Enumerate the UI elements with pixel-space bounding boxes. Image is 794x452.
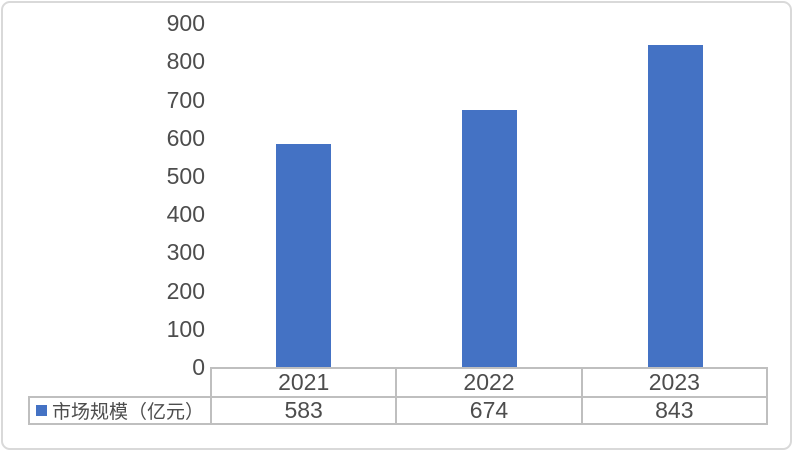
- data-table-value-row: 市场规模（亿元） 583 674 843: [28, 396, 768, 425]
- value-cells: 583 674 843: [210, 397, 766, 423]
- y-axis-tick-label: 100: [166, 315, 205, 342]
- y-axis-tick-label: 200: [166, 277, 205, 304]
- bar-2023: [647, 44, 703, 367]
- category-label-2023: 2023: [580, 369, 766, 396]
- bar-2022: [461, 109, 517, 367]
- legend-series-label: 市场规模（亿元）: [52, 402, 205, 423]
- y-axis-tick-label: 900: [166, 10, 205, 37]
- category-label-2022: 2022: [395, 369, 580, 396]
- y-axis-tick-label: 0: [192, 354, 205, 380]
- value-cell-2021: 583: [210, 397, 395, 423]
- y-axis-tick-label: 300: [166, 239, 205, 266]
- plot-area: [210, 0, 768, 367]
- y-axis-tick-label: 500: [166, 163, 205, 189]
- data-table-category-row: 2021 2022 2023: [210, 367, 768, 396]
- y-axis-tick-label: 400: [166, 201, 205, 228]
- y-axis-tick-label: 800: [166, 48, 205, 75]
- value-cell-2023: 843: [580, 397, 766, 423]
- y-axis: 900 800 700 600 500 400 300 200 100 0: [100, 0, 205, 380]
- bar-2021: [275, 144, 331, 367]
- legend-key-swatch: [36, 405, 47, 416]
- value-cell-2022: 674: [395, 397, 580, 423]
- category-label-2021: 2021: [210, 369, 395, 396]
- y-axis-tick-label: 600: [166, 124, 205, 151]
- legend-cell: 市场规模（亿元）: [28, 398, 210, 423]
- y-axis-tick-label: 700: [166, 86, 205, 113]
